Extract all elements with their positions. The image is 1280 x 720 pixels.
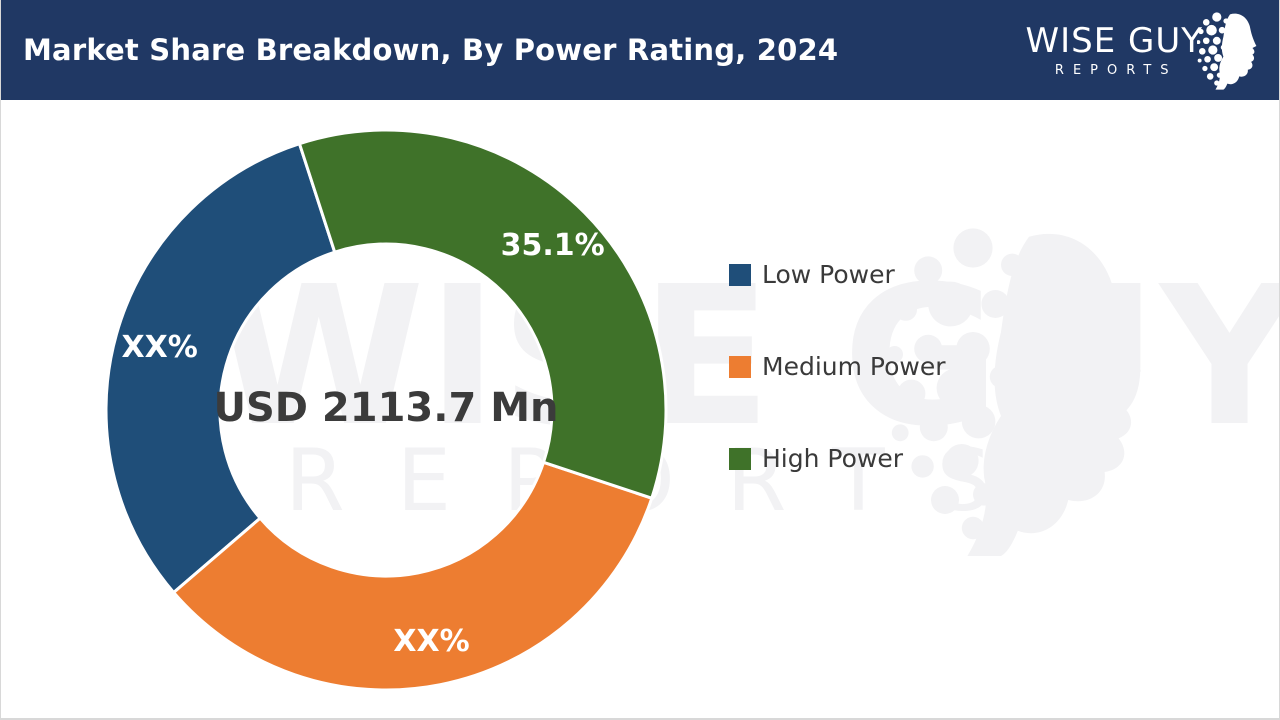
legend-swatch-low-power (729, 263, 751, 286)
legend-swatch-medium-power (729, 355, 751, 378)
legend-label-medium-power: Medium Power (762, 352, 946, 381)
legend-swatch-high-power (729, 447, 751, 470)
wiseguy-logo: WISE GUY REPORTS (1025, 10, 1263, 90)
legend-item-low-power: Low Power (729, 262, 946, 287)
wiseguy-face-icon (1197, 12, 1257, 90)
donut-segment-high-power (297, 128, 668, 500)
segment-label-high-power: 35.1% (501, 228, 605, 263)
legend-label-low-power: Low Power (762, 260, 895, 289)
logo-wordmark: WISE GUY REPORTS (1025, 24, 1203, 77)
legend-item-high-power: High Power (729, 446, 946, 471)
segment-label-medium-power: XX% (393, 624, 469, 659)
page-title: Market Share Breakdown, By Power Rating,… (23, 33, 839, 67)
legend-item-medium-power: Medium Power (729, 354, 946, 379)
header-bar: Market Share Breakdown, By Power Rating,… (1, 0, 1279, 100)
chart-legend: Low Power Medium Power High Power (729, 262, 946, 471)
chart-center-value: USD 2113.7 Mn (213, 385, 559, 431)
donut-segment-low-power (104, 142, 337, 595)
donut-segment-medium-power (172, 460, 654, 692)
segment-label-low-power: XX% (122, 330, 198, 365)
logo-line1: WISE GUY (1025, 20, 1203, 61)
logo-line2: REPORTS (1054, 62, 1178, 78)
legend-label-high-power: High Power (762, 444, 903, 473)
